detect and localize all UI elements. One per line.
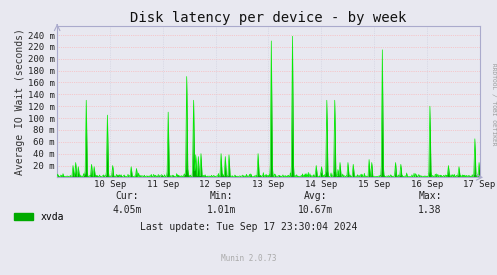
Y-axis label: Average IO Wait (seconds): Average IO Wait (seconds)	[15, 28, 25, 175]
Text: Avg:: Avg:	[304, 191, 328, 201]
Title: Disk latency per device - by week: Disk latency per device - by week	[130, 11, 407, 25]
Text: Max:: Max:	[418, 191, 442, 201]
Text: 1.38: 1.38	[418, 205, 442, 215]
Text: 4.05m: 4.05m	[112, 205, 142, 215]
Text: Cur:: Cur:	[115, 191, 139, 201]
Text: 10.67m: 10.67m	[298, 205, 333, 215]
Text: 1.01m: 1.01m	[206, 205, 236, 215]
Text: Munin 2.0.73: Munin 2.0.73	[221, 254, 276, 263]
Legend: xvda: xvda	[10, 208, 68, 226]
Text: Last update: Tue Sep 17 23:30:04 2024: Last update: Tue Sep 17 23:30:04 2024	[140, 222, 357, 232]
Text: Min:: Min:	[209, 191, 233, 201]
Text: RRDTOOL / TOBI OETIKER: RRDTOOL / TOBI OETIKER	[491, 63, 496, 146]
